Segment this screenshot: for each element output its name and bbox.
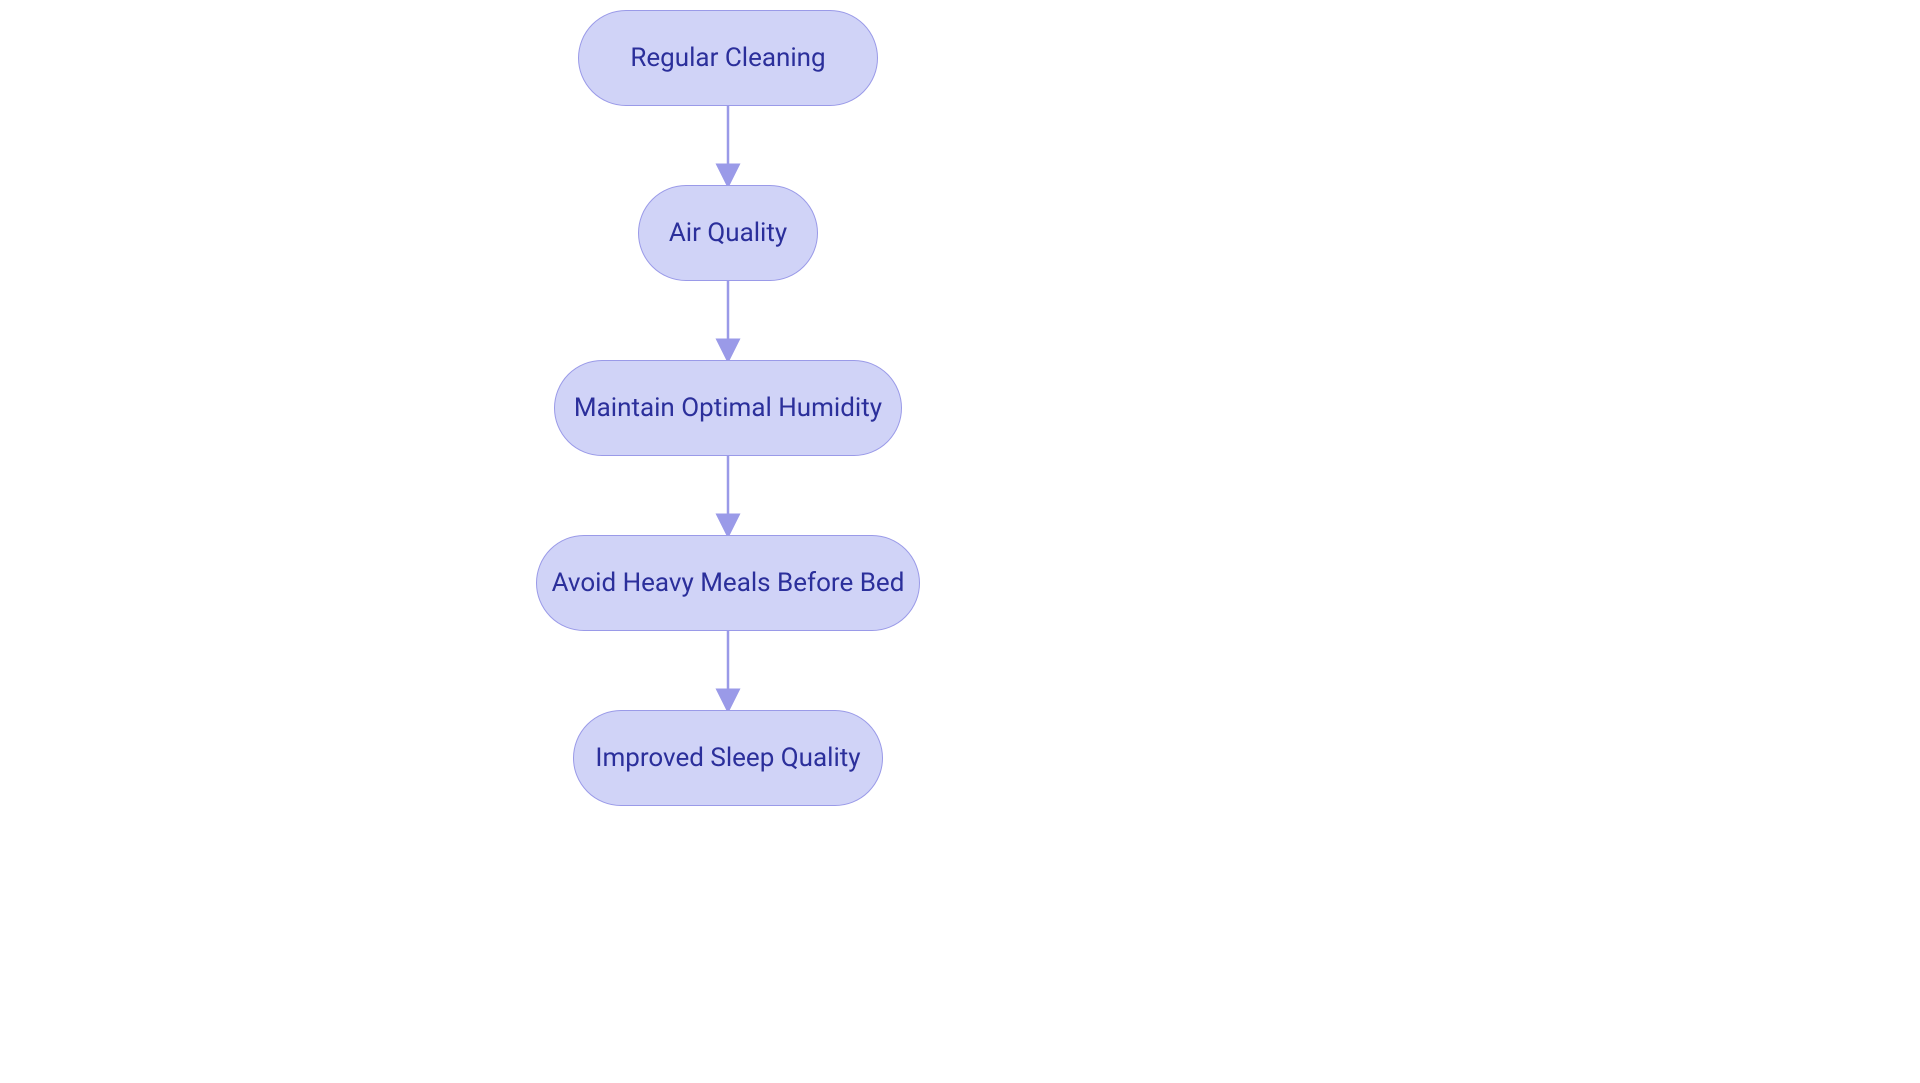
flowchart-node: Avoid Heavy Meals Before Bed	[536, 535, 920, 631]
flowchart-canvas: Regular Cleaning Air Quality Maintain Opti…	[0, 0, 1920, 1083]
flowchart-node: Maintain Optimal Humidity	[554, 360, 902, 456]
flowchart-node-label: Improved Sleep Quality	[595, 743, 860, 773]
flowchart-node: Air Quality	[638, 185, 818, 281]
flowchart-node: Improved Sleep Quality	[573, 710, 883, 806]
flowchart-node: Regular Cleaning	[578, 10, 878, 106]
flowchart-edges	[0, 0, 1920, 1083]
flowchart-node-label: Avoid Heavy Meals Before Bed	[552, 568, 905, 598]
flowchart-node-label: Maintain Optimal Humidity	[574, 393, 882, 423]
flowchart-node-label: Regular Cleaning	[630, 43, 825, 73]
flowchart-node-label: Air Quality	[669, 218, 787, 248]
